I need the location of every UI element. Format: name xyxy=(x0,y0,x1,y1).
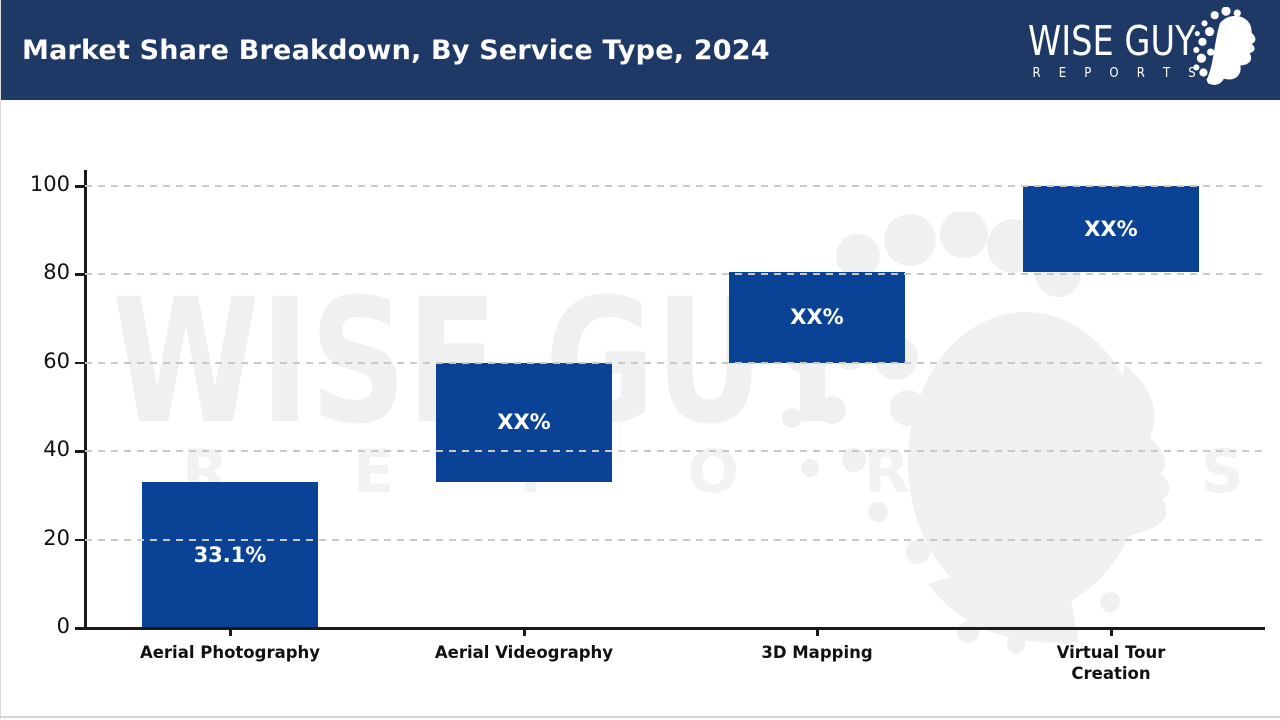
y-tick-label-40: 40 xyxy=(43,437,70,462)
x-axis-label-3d-mapping: 3D Mapping xyxy=(761,643,873,662)
x-axis-label-aerial-videography: Aerial Videography xyxy=(434,643,614,662)
page-title: Market Share Breakdown, By Service Type,… xyxy=(22,34,770,66)
footer-divider xyxy=(0,716,1280,718)
bar-aerial-videography: XX% xyxy=(436,362,612,482)
x-axis-label-aerial-photography: Aerial Photography xyxy=(139,643,321,662)
gridline-y-80 xyxy=(85,273,1265,276)
bar-value-label: 33.1% xyxy=(193,542,267,567)
x-axis-line xyxy=(84,627,1265,630)
logo-brand-text: WISE GUY xyxy=(1027,16,1196,65)
y-axis-line xyxy=(84,170,87,629)
y-tick-80 xyxy=(75,273,84,276)
gridline-y-100 xyxy=(85,185,1265,187)
x-tick-aerial-photography xyxy=(229,628,232,636)
y-tick-label-80: 80 xyxy=(43,260,70,285)
y-tick-label-20: 20 xyxy=(43,525,70,550)
gridline-y-20 xyxy=(85,538,1265,541)
y-tick-40 xyxy=(75,450,84,453)
gridline-y-60 xyxy=(85,361,1265,364)
header-banner: Market Share Breakdown, By Service Type,… xyxy=(0,0,1280,100)
wise-guy-reports-logo: WISE GUY R E P O R T S xyxy=(1028,7,1266,93)
y-tick-60 xyxy=(75,361,84,365)
bar-value-label: XX% xyxy=(497,410,551,435)
y-tick-0 xyxy=(75,627,84,630)
watermark-head-profile-icon xyxy=(782,212,1170,653)
x-tick-aerial-videography xyxy=(523,628,526,636)
logo-tagline-text: R E P O R T S xyxy=(1032,65,1203,81)
gridline-y-40 xyxy=(85,450,1265,453)
y-tick-100 xyxy=(75,185,84,188)
x-tick-3d-mapping xyxy=(816,628,819,636)
bar-value-label: XX% xyxy=(1084,217,1138,242)
bar-aerial-photography: 33.1% xyxy=(142,481,318,628)
logo-text: WISE GUY R E P O R T S xyxy=(1027,16,1232,81)
logo-head-profile-icon xyxy=(1193,7,1256,85)
y-tick-label-100: 100 xyxy=(29,172,70,196)
bar-virtual-tour-creation: XX% xyxy=(1023,186,1199,273)
y-tick-label-0: 0 xyxy=(56,614,70,638)
x-tick-virtual-tour-creation xyxy=(1110,628,1113,636)
x-axis-label-virtual-tour-creation: Virtual Tour Creation xyxy=(1056,643,1166,684)
y-tick-20 xyxy=(75,538,84,542)
bar-value-label: XX% xyxy=(790,305,844,330)
y-tick-label-60: 60 xyxy=(43,348,70,373)
bar-3d-mapping: XX% xyxy=(729,272,905,363)
